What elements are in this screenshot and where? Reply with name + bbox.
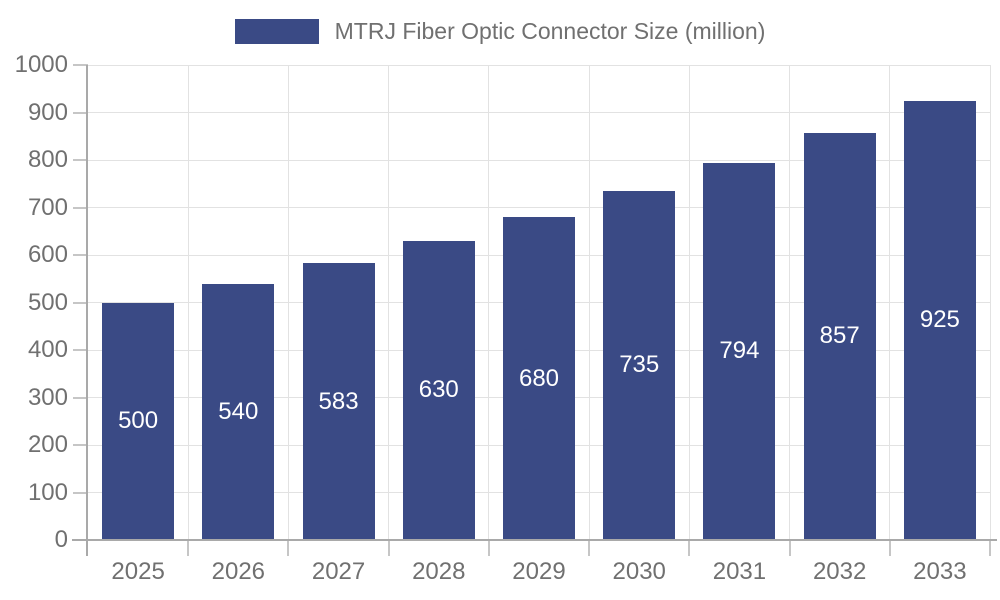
bar: 925 xyxy=(903,100,976,540)
y-axis-label: 800 xyxy=(27,146,68,173)
bar-value-label: 925 xyxy=(919,306,960,334)
h-gridline xyxy=(88,159,990,161)
v-gridline xyxy=(287,65,289,540)
bar-value-label: 735 xyxy=(619,351,660,379)
x-axis-label: 2025 xyxy=(111,558,165,585)
x-axis-label: 2033 xyxy=(913,558,967,585)
bar: 540 xyxy=(202,283,275,540)
y-axis-label: 300 xyxy=(27,383,68,411)
x-tick xyxy=(788,540,791,556)
v-gridline xyxy=(588,65,590,540)
bar: 857 xyxy=(803,132,876,540)
legend-label: MTRJ Fiber Optic Connector Size (million… xyxy=(334,18,766,44)
bar-value-label: 680 xyxy=(518,364,560,392)
bar-value-label: 630 xyxy=(418,376,459,404)
x-tick xyxy=(688,540,691,556)
x-axis-line xyxy=(72,539,997,541)
y-tick xyxy=(73,301,88,304)
y-axis-label: 700 xyxy=(27,193,68,221)
x-axis-label: 2026 xyxy=(211,558,266,585)
bar-value-label: 500 xyxy=(118,407,159,435)
plot-area: 0 100 200 300 400 500 600 700 800 900 1000 500 540 58… xyxy=(15,52,997,585)
v-gridline xyxy=(187,65,189,540)
y-axis-label: 400 xyxy=(27,336,68,363)
y-tick xyxy=(73,111,88,114)
x-tick xyxy=(588,540,591,556)
legend-swatch xyxy=(234,18,319,44)
bar: 735 xyxy=(603,190,676,540)
x-axis-label: 2027 xyxy=(311,558,366,585)
bar-value-label: 540 xyxy=(218,397,259,425)
x-tick xyxy=(888,540,891,556)
v-gridline xyxy=(789,65,791,540)
legend[interactable]: MTRJ Fiber Optic Connector Size (million… xyxy=(0,17,1000,45)
x-axis-label: 2032 xyxy=(812,558,867,585)
bar: 500 xyxy=(102,302,175,540)
x-tick xyxy=(487,540,490,556)
y-tick xyxy=(73,444,88,446)
y-tick xyxy=(73,491,88,494)
x-axis-label: 2030 xyxy=(612,558,666,585)
y-tick xyxy=(73,206,88,209)
v-gridline xyxy=(889,65,891,540)
x-axis-label: 2028 xyxy=(412,558,466,585)
x-tick xyxy=(187,540,190,556)
y-axis-label: 1000 xyxy=(14,51,68,78)
y-tick xyxy=(73,159,88,161)
x-axis-label: 2029 xyxy=(512,558,566,585)
bar-value-label: 857 xyxy=(819,322,860,350)
bar: 794 xyxy=(703,162,776,540)
h-gridline xyxy=(88,207,990,208)
y-tick xyxy=(73,64,88,66)
y-axis-label: 200 xyxy=(27,431,68,458)
h-gridline xyxy=(88,112,990,113)
y-axis-label: 900 xyxy=(27,98,68,126)
y-axis-label: 100 xyxy=(27,478,68,506)
h-gridline xyxy=(88,64,990,66)
x-tick xyxy=(287,540,290,556)
bar: 680 xyxy=(503,217,575,540)
bar-value-label: 794 xyxy=(719,337,760,365)
x-tick xyxy=(387,540,390,556)
v-gridline xyxy=(688,65,690,540)
x-axis-label: 2031 xyxy=(712,558,767,585)
bar: 630 xyxy=(402,240,475,540)
y-axis-label: 500 xyxy=(27,288,68,316)
y-axis-line xyxy=(86,65,88,556)
y-tick xyxy=(73,396,88,399)
bar-value-label: 583 xyxy=(318,387,359,415)
y-axis-label: 0 xyxy=(54,526,68,553)
v-gridline xyxy=(388,65,390,540)
bar: 583 xyxy=(302,263,375,540)
y-tick xyxy=(73,254,88,256)
y-tick xyxy=(73,349,88,351)
v-gridline xyxy=(989,65,991,540)
y-axis-label: 600 xyxy=(27,241,68,268)
x-tick xyxy=(989,540,991,556)
v-gridline xyxy=(488,65,490,540)
